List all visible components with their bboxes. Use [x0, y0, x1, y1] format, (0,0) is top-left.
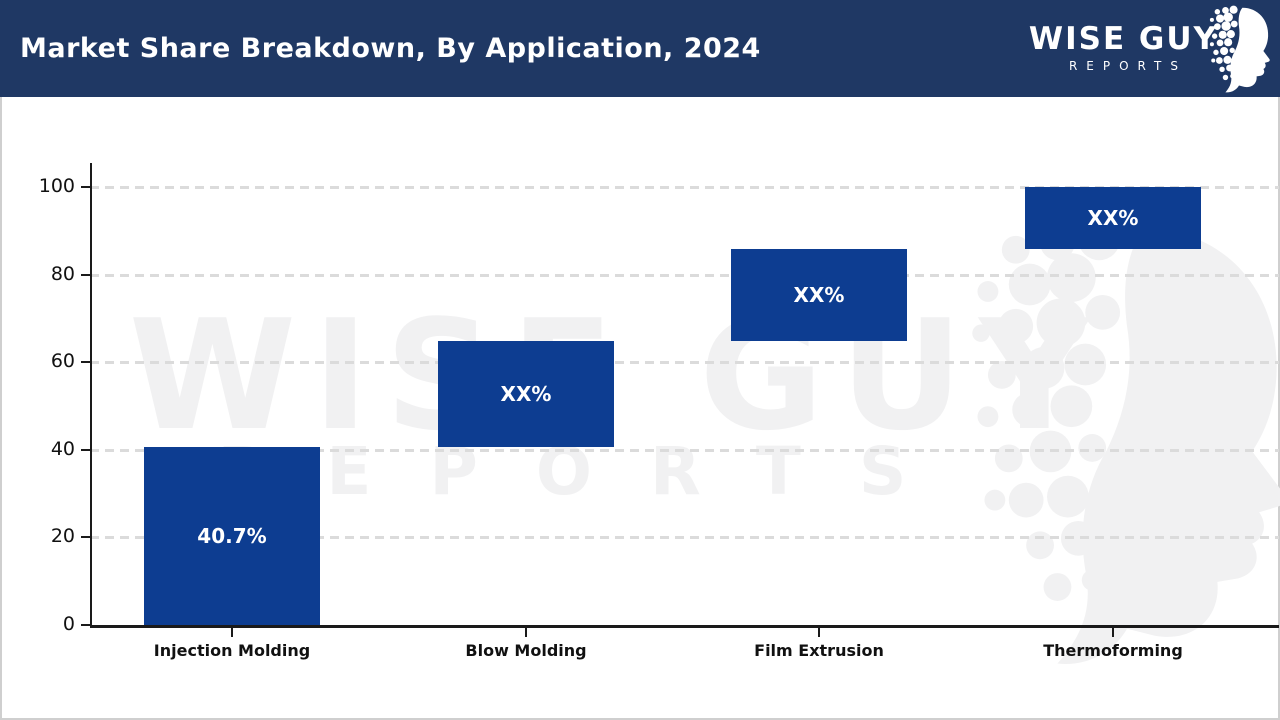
- x-category-label: Blow Molding: [465, 641, 587, 660]
- y-axis-tick: [81, 361, 90, 364]
- x-axis-tick: [525, 628, 527, 637]
- x-category-label: Injection Molding: [153, 641, 311, 660]
- x-axis-tick: [1112, 628, 1114, 637]
- y-axis-tick-label: 0: [62, 613, 75, 635]
- brand-logo: WISE GUY REPORTS: [1029, 0, 1274, 97]
- brand-name: WISE GUY: [1028, 21, 1218, 57]
- y-axis-tick: [81, 624, 90, 626]
- gridline: [90, 448, 1279, 452]
- x-category-label: Thermoforming: [1043, 641, 1183, 660]
- y-axis-tick: [81, 448, 90, 451]
- x-axis-line: [90, 625, 1279, 628]
- x-axis-tick: [818, 628, 820, 637]
- header-bar: Market Share Breakdown, By Application, …: [0, 0, 1280, 97]
- x-category-label: Film Extrusion: [754, 641, 884, 660]
- brand-subname: REPORTS: [1068, 59, 1187, 73]
- chart-area: WISE GUY REPORTS 0 20 40 60 80 100 40.7% Inject…: [0, 97, 1280, 720]
- x-axis-tick: [231, 628, 233, 637]
- y-axis-tick-label: 80: [50, 262, 75, 285]
- page-title: Market Share Breakdown, By Application, …: [20, 33, 761, 64]
- watermark-face-icon: [952, 215, 1280, 667]
- bar-segment: XX%: [1025, 187, 1201, 250]
- bar-segment: XX%: [438, 341, 614, 447]
- bar-segment: XX%: [731, 249, 907, 342]
- gridline: [90, 361, 1279, 365]
- y-axis-tick: [81, 186, 90, 188]
- bar-value-label: XX%: [793, 283, 845, 308]
- y-axis-tick: [81, 536, 90, 539]
- gridline: [90, 536, 1279, 540]
- brand-logo-text: WISE GUY REPORTS: [1028, 21, 1218, 74]
- bar-segment: 40.7%: [144, 446, 320, 625]
- y-axis-tick-label: 60: [50, 350, 75, 373]
- bar-value-label: XX%: [500, 381, 552, 406]
- y-axis-tick-label: 100: [38, 175, 75, 197]
- bar-value-label: XX%: [1087, 206, 1139, 231]
- bar-value-label: 40.7%: [197, 523, 267, 548]
- y-axis-tick-label: 40: [50, 437, 75, 460]
- gridline: [90, 273, 1279, 277]
- y-axis-tick-label: 20: [50, 525, 75, 548]
- gridline: [90, 186, 1279, 189]
- y-axis-line: [90, 163, 92, 628]
- y-axis-tick: [81, 273, 90, 276]
